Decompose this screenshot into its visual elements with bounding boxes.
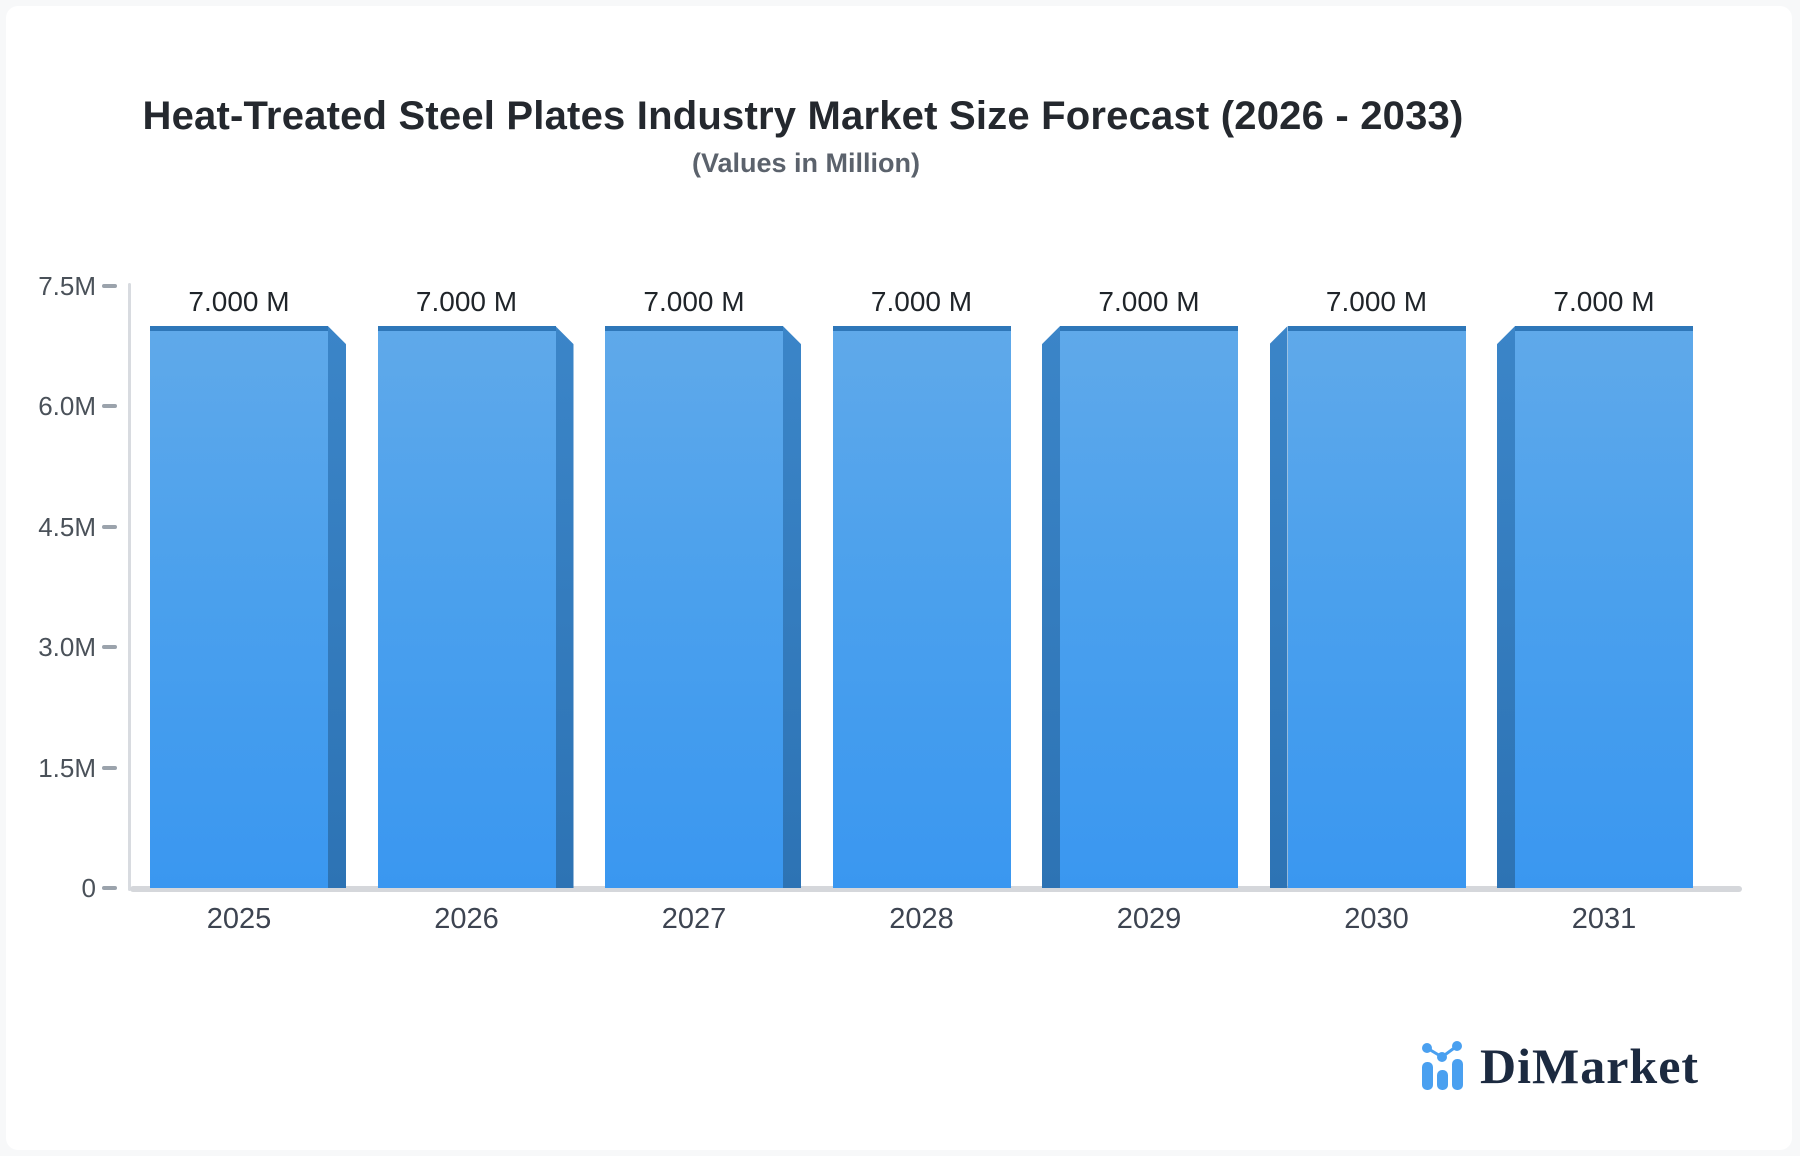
chart-title: Heat-Treated Steel Plates Industry Marke… bbox=[142, 94, 1464, 138]
x-tick-label-2029: 2029 bbox=[1116, 903, 1182, 935]
bar-2030[interactable] bbox=[1287, 326, 1466, 888]
bar-2026[interactable] bbox=[377, 326, 556, 888]
x-tick-label-2025: 2025 bbox=[206, 903, 272, 935]
y-tick-mark bbox=[102, 524, 117, 529]
bar-2029[interactable] bbox=[1060, 326, 1238, 888]
y-tick-label-6.0M: 6.0M bbox=[38, 391, 96, 422]
y-tick-label-1.5M: 1.5M bbox=[38, 752, 96, 783]
y-tick-mark bbox=[102, 284, 117, 288]
y-tick-mark bbox=[102, 886, 117, 890]
bar-2031[interactable] bbox=[1515, 326, 1693, 888]
bar-2028[interactable] bbox=[832, 326, 1011, 888]
x-tick-label-2026: 2026 bbox=[434, 903, 499, 935]
bar-value-label-2025: 7.000 M bbox=[188, 286, 290, 318]
bar-side-2025 bbox=[328, 326, 346, 888]
bar-side-2031 bbox=[1497, 326, 1515, 888]
x-tick-label-2031: 2031 bbox=[1571, 903, 1637, 935]
bar-side-2027 bbox=[783, 326, 801, 888]
bar-2025[interactable] bbox=[150, 326, 328, 888]
x-tick-label-2028: 2028 bbox=[889, 903, 954, 935]
y-tick-mark bbox=[102, 404, 117, 409]
bar-value-label-2027: 7.000 M bbox=[643, 286, 745, 318]
bar-side-2029 bbox=[1042, 326, 1060, 888]
bar-value-label-2026: 7.000 M bbox=[415, 286, 518, 318]
y-tick-mark bbox=[102, 765, 117, 770]
bar-value-label-2029: 7.000 M bbox=[1098, 286, 1200, 318]
bar-side-2030 bbox=[1269, 326, 1288, 888]
bar-value-label-2028: 7.000 M bbox=[870, 286, 973, 318]
brand-logo-text: DiMarket bbox=[1480, 1038, 1700, 1094]
y-tick-label-4.5M: 4.5M bbox=[38, 511, 96, 542]
y-tick-label-0: 0 bbox=[81, 873, 96, 903]
y-tick-label-3.0M: 3.0M bbox=[38, 632, 96, 663]
x-tick-label-2030: 2030 bbox=[1344, 903, 1409, 935]
bar-value-label-2031: 7.000 M bbox=[1553, 286, 1655, 318]
x-axis-baseline bbox=[130, 886, 1742, 892]
bar-side-2026 bbox=[555, 326, 574, 888]
bar-value-label-2030: 7.000 M bbox=[1325, 286, 1428, 318]
chart-subtitle: (Values in Million) bbox=[691, 148, 921, 178]
x-tick-label-2027: 2027 bbox=[661, 903, 727, 935]
brand-logo: DiMarket bbox=[1420, 1040, 1699, 1092]
y-tick-label-7.5M: 7.5M bbox=[38, 271, 96, 301]
y-tick-mark bbox=[102, 645, 117, 650]
bar-2027[interactable] bbox=[605, 326, 783, 888]
bar-chart-icon bbox=[1422, 1041, 1463, 1090]
y-axis-line bbox=[128, 283, 131, 891]
